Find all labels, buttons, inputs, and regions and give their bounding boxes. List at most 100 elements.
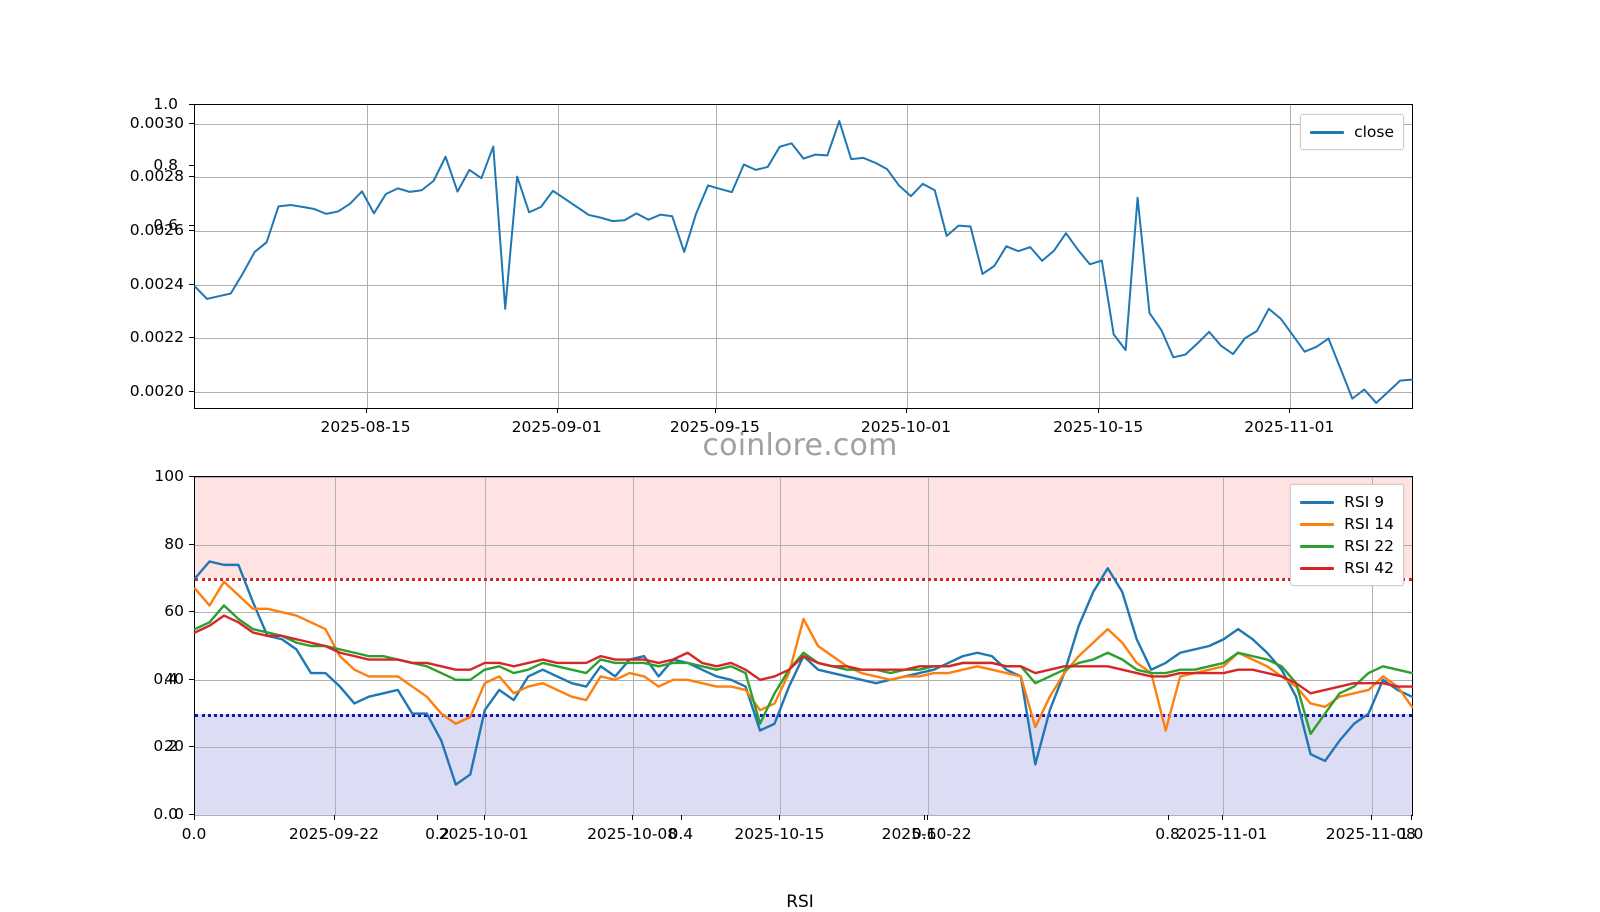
x-axis-tick-mark: [1098, 408, 1100, 413]
x-axis-tick-mark: [1289, 408, 1291, 413]
y-axis-overlay-tick-label: 0.4: [153, 669, 178, 688]
gridline-vertical: [366, 105, 368, 408]
x-axis-tick-mark: [714, 408, 716, 413]
y-axis-tick-label: 0.0024: [129, 274, 184, 293]
legend-color-swatch: [1300, 500, 1335, 504]
y-axis-overlay-tick-label: 1.0: [153, 95, 178, 113]
x-axis-tick-label: 2025-09-22: [288, 825, 379, 843]
price-plot-area: close: [194, 104, 1413, 409]
price-legend-item[interactable]: close: [1310, 121, 1394, 143]
gridline-horizontal: [195, 284, 1412, 286]
rsi-band-overbought: [195, 477, 1412, 579]
watermark: coinlore.com: [702, 428, 898, 463]
x-axis-overlay-tick-mark: [1411, 815, 1412, 820]
rsi-legend-item[interactable]: RSI 14: [1300, 513, 1394, 535]
rsi-line-series: [193, 560, 1414, 786]
x-axis-overlay-tick-mark: [1167, 815, 1169, 820]
x-axis-overlay-tick-label: 0.2: [425, 825, 450, 843]
x-axis-overlay-tick-label: 1.0: [1398, 825, 1424, 843]
x-axis-overlay-tick-mark: [194, 815, 195, 820]
gridline-horizontal: [195, 544, 1412, 546]
x-axis-tick-mark: [1222, 815, 1224, 820]
y-axis-overlay-tick-mark: [189, 678, 194, 680]
gridline-vertical: [1099, 105, 1101, 408]
rsi-overbought-line: [195, 578, 1412, 582]
x-axis-overlay-tick-label: 0.0: [181, 825, 207, 843]
y-axis-overlay-tick-label: 0.6: [153, 216, 178, 235]
legend-label: RSI 42: [1344, 559, 1394, 577]
rsi-legend-item[interactable]: RSI 9: [1300, 491, 1394, 513]
x-axis-tick-label: 2025-10-08: [587, 825, 678, 843]
x-axis-tick-label: 2025-10-01: [438, 825, 529, 843]
x-axis-tick-mark: [483, 815, 485, 820]
legend-color-swatch: [1300, 544, 1335, 548]
x-axis-tick-mark: [632, 815, 634, 820]
x-axis-overlay-tick-label: 0.4: [668, 825, 694, 843]
gridline-horizontal: [195, 338, 1412, 340]
gridline-vertical: [557, 105, 559, 408]
gridline-vertical: [484, 477, 486, 815]
rsi-chart-title: RSI: [786, 892, 814, 912]
legend-label: close: [1354, 123, 1394, 141]
legend-label: RSI 22: [1344, 537, 1394, 555]
gridline-vertical: [1290, 105, 1292, 408]
x-axis-overlay-tick-mark: [924, 815, 926, 820]
y-axis-tick-mark: [189, 176, 194, 178]
price-legend[interactable]: close: [1300, 114, 1404, 150]
x-axis-tick-mark: [556, 408, 558, 413]
y-axis-tick-label: 0.0020: [129, 381, 184, 400]
y-axis-tick-label: 20: [164, 737, 184, 756]
x-axis-overlay-tick-mark: [680, 815, 682, 820]
y-axis-overlay-tick-mark: [189, 746, 194, 748]
y-axis-tick-label: 0.0030: [129, 113, 184, 132]
y-axis-tick-label: 100: [154, 467, 184, 485]
y-axis-overlay-tick-label: 0.8: [153, 155, 178, 174]
y-axis-tick-mark: [189, 611, 194, 613]
x-axis-tick-label: 2025-11-08: [1325, 825, 1416, 843]
rsi-legend[interactable]: RSI 9 RSI 14 RSI 22 RSI 42: [1290, 484, 1404, 586]
y-axis-tick-label: 0.0028: [129, 167, 184, 186]
gridline-horizontal: [195, 612, 1412, 614]
gridline-horizontal: [195, 679, 1412, 681]
x-axis-tick-mark: [926, 815, 928, 820]
y-axis-overlay-tick-label: 0.2: [153, 737, 178, 756]
gridline-horizontal: [195, 477, 1412, 478]
gridline-horizontal: [195, 177, 1412, 179]
rsi-oversold-line: [195, 713, 1412, 717]
gridline-vertical: [715, 105, 717, 408]
y-axis-overlay-tick-mark: [189, 164, 194, 166]
x-axis-tick-label: 2025-10-15: [1053, 418, 1144, 436]
y-axis-tick-label: 40: [164, 669, 184, 688]
x-axis-tick-label: 2025-10-22: [881, 825, 972, 843]
x-axis-tick-mark: [333, 815, 335, 820]
rsi-legend-item[interactable]: RSI 42: [1300, 557, 1394, 579]
gridline-horizontal: [195, 231, 1412, 233]
x-axis-tick-label: 2025-09-15: [669, 418, 760, 436]
x-axis-tick-label: 2025-11-01: [1177, 825, 1268, 843]
x-axis-overlay-tick-mark: [437, 815, 439, 820]
legend-color-swatch: [1310, 130, 1345, 134]
y-axis-tick-mark: [189, 337, 194, 339]
x-axis-tick-label: 2025-09-01: [511, 418, 602, 436]
y-axis-overlay-tick-mark: [189, 814, 194, 815]
gridline-vertical: [780, 477, 782, 815]
y-axis-overlay-tick-mark: [189, 225, 194, 227]
rsi-legend-item[interactable]: RSI 22: [1300, 535, 1394, 557]
y-axis-tick-mark: [189, 283, 194, 285]
gridline-vertical: [927, 477, 929, 815]
rsi-chart-panel: RSI RSI 9 RSI 14 RSI 22 RSI 42 0 20 40 60 80 100…: [0, 440, 1600, 912]
gridline-vertical: [906, 105, 908, 408]
y-axis-overlay-tick-mark: [189, 104, 194, 105]
x-axis-overlay-tick-label: 0.6: [911, 825, 937, 843]
y-axis-tick-label: 80: [164, 534, 184, 553]
x-axis-tick-mark: [905, 408, 907, 413]
x-axis-tick-label: 2025-10-15: [734, 825, 825, 843]
legend-label: RSI 9: [1344, 493, 1385, 511]
legend-label: RSI 14: [1344, 515, 1394, 533]
y-axis-tick-mark: [189, 230, 194, 232]
y-axis-tick-label: 60: [164, 602, 184, 621]
y-axis-tick-label: 0.0026: [129, 221, 184, 240]
gridline-vertical: [1223, 477, 1225, 815]
gridline-horizontal: [195, 391, 1412, 393]
